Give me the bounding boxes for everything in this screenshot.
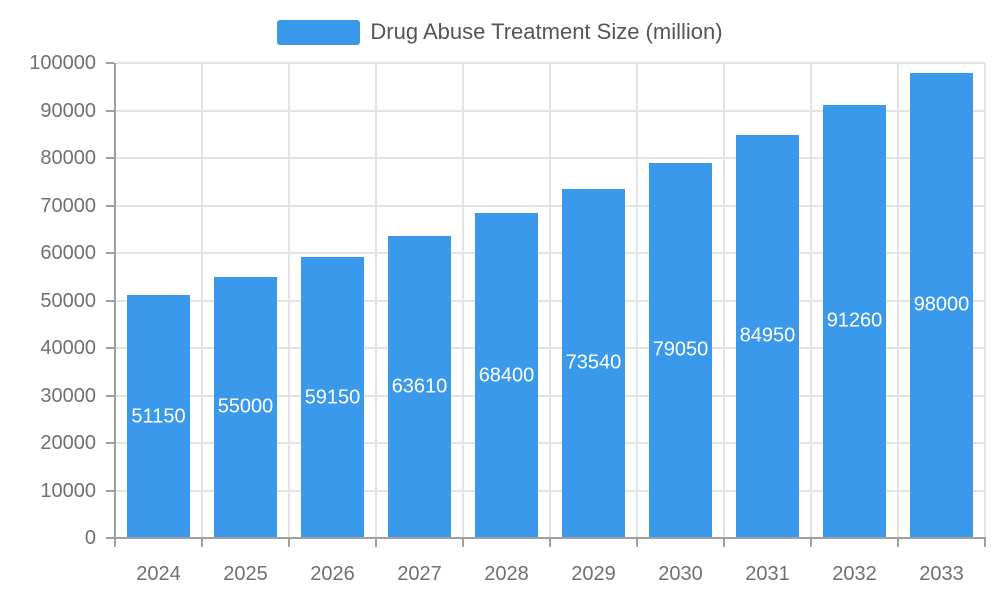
y-tick-mark — [106, 157, 114, 159]
bar-value-label: 63610 — [391, 375, 448, 398]
x-grid-line — [897, 63, 899, 538]
x-tick-mark — [549, 539, 551, 547]
y-tick-label: 40000 — [40, 337, 96, 359]
x-tick-mark — [375, 539, 377, 547]
bar — [301, 257, 364, 538]
x-tick-label: 2032 — [832, 563, 877, 585]
bar — [127, 295, 190, 538]
x-tick-label: 2033 — [919, 563, 964, 585]
bar-value-label: 55000 — [217, 395, 274, 418]
bar — [475, 213, 538, 538]
bar-value-label: 91260 — [826, 309, 883, 332]
bar-value-label: 84950 — [739, 324, 796, 347]
y-tick-label: 70000 — [40, 194, 96, 217]
bar — [562, 188, 625, 538]
x-grid-line — [984, 63, 986, 538]
x-tick-label: 2029 — [571, 563, 616, 585]
x-tick-label: 2027 — [397, 563, 442, 585]
y-axis-line — [114, 63, 116, 538]
x-grid-line — [723, 63, 725, 538]
y-tick-mark — [106, 489, 114, 492]
x-tick-label: 2030 — [658, 563, 703, 585]
y-tick-mark — [106, 299, 114, 302]
bar — [736, 134, 799, 538]
bar — [388, 235, 451, 538]
x-tick-label: 2028 — [484, 563, 529, 585]
y-tick-label: 100000 — [29, 52, 96, 74]
y-tick-mark — [106, 252, 114, 254]
x-grid-line — [810, 63, 812, 538]
bar-value-label: 98000 — [913, 293, 970, 316]
x-tick-mark — [723, 539, 725, 547]
x-tick-mark — [288, 539, 290, 547]
bar — [910, 72, 973, 538]
x-grid-line — [288, 63, 290, 538]
bar — [214, 276, 277, 538]
x-tick-mark — [897, 539, 899, 547]
x-tick-mark — [636, 539, 638, 547]
y-tick-label: 0 — [84, 527, 96, 549]
plot-area: 51150 55000 59150 63610 68400 73540 79050 84950… — [106, 62, 986, 547]
legend-swatch — [277, 19, 361, 45]
y-tick-mark — [106, 204, 114, 207]
bar-value-label: 73540 — [565, 351, 622, 374]
y-tick-mark — [106, 62, 114, 64]
x-tick-mark — [114, 539, 116, 547]
y-tick-mark — [106, 347, 114, 349]
x-tick-label: 2031 — [745, 563, 790, 585]
y-tick-label: 20000 — [40, 432, 96, 454]
y-tick-mark — [106, 109, 114, 112]
bar-value-label: 59150 — [304, 386, 361, 409]
legend-item[interactable]: Drug Abuse Treatment Size (million) — [0, 19, 1000, 45]
bar-value-label: 51150 — [131, 405, 186, 428]
x-tick-label: 2026 — [310, 563, 355, 585]
y-tick-label: 80000 — [40, 147, 96, 169]
y-tick-label: 90000 — [40, 99, 96, 122]
x-grid-line — [636, 63, 638, 538]
x-grid-line — [462, 63, 464, 538]
x-axis-line — [114, 537, 986, 539]
y-tick-label: 30000 — [40, 384, 96, 407]
legend-label: Drug Abuse Treatment Size (million) — [370, 19, 723, 44]
bar-value-label: 79050 — [652, 338, 709, 361]
y-tick-mark — [106, 442, 114, 444]
x-tick-mark — [201, 539, 203, 547]
x-tick-mark — [462, 539, 464, 547]
y-tick-mark — [106, 537, 114, 539]
x-tick-mark — [984, 539, 986, 547]
y-tick-label: 10000 — [40, 479, 96, 502]
y-tick-label: 50000 — [40, 289, 96, 312]
y-tick-label: 60000 — [40, 242, 96, 264]
bar-value-label: 68400 — [478, 364, 535, 387]
x-tick-label: 2024 — [136, 563, 181, 585]
x-grid-line — [549, 63, 551, 538]
x-grid-line — [375, 63, 377, 538]
x-tick-mark — [810, 539, 812, 547]
bar — [823, 104, 886, 538]
x-grid-line — [201, 63, 203, 538]
x-tick-label: 2025 — [223, 563, 268, 585]
y-tick-mark — [106, 394, 114, 397]
bar — [649, 162, 712, 538]
